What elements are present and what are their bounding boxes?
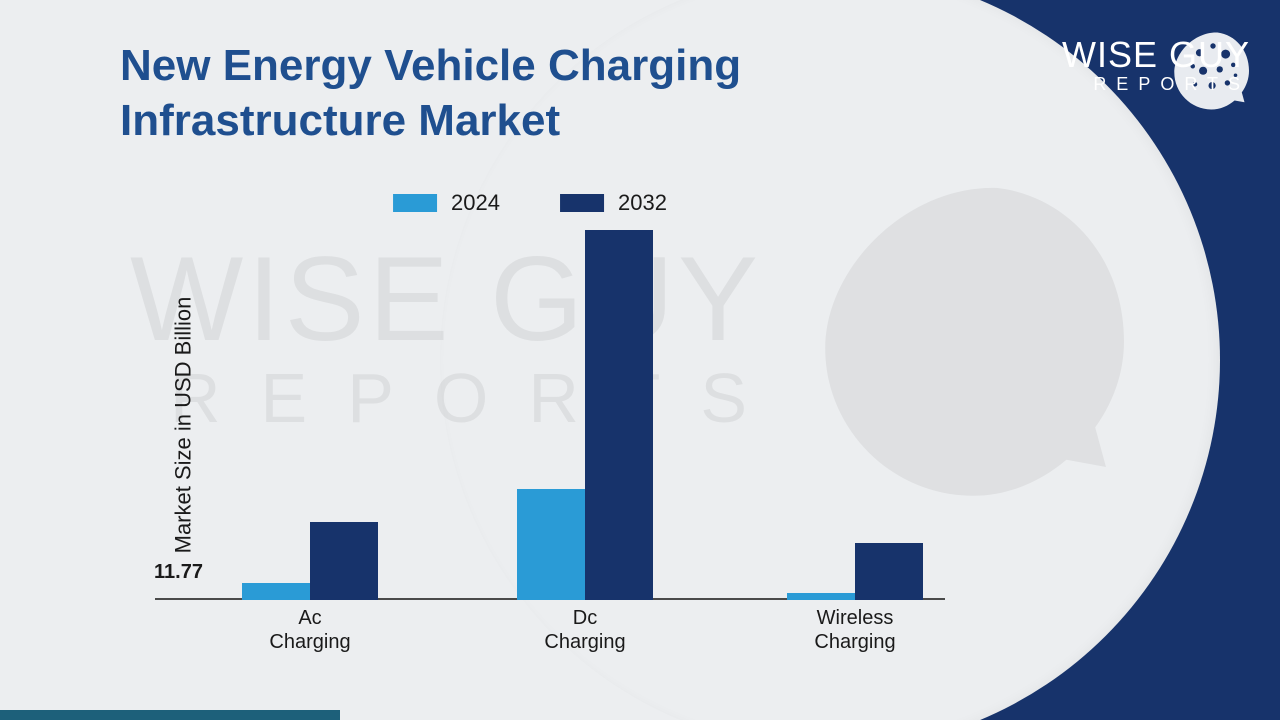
chart-title: New Energy Vehicle Charging Infrastructu… — [120, 38, 840, 148]
x-label-wireless: WirelessCharging — [775, 606, 935, 654]
bar-value-label-ac: 11.77 — [154, 561, 203, 584]
bar-dc-2024 — [517, 489, 585, 600]
bar-wireless-2032 — [855, 543, 923, 600]
bar-group-dc: DcCharging — [485, 230, 685, 600]
x-label-dc: DcCharging — [505, 606, 665, 654]
brand-logo: WISE GUY REPORTS — [1062, 34, 1250, 95]
legend-swatch-2032 — [560, 194, 604, 212]
legend-label-2032: 2032 — [618, 190, 667, 216]
bar-wireless-2024 — [787, 593, 855, 600]
legend-item-2024: 2024 — [393, 190, 500, 216]
bar-group-wireless: WirelessCharging — [755, 543, 955, 600]
bar-dc-2032 — [585, 230, 653, 600]
brand-line2: REPORTS — [1062, 74, 1250, 95]
plot-area: AcCharging11.77DcChargingWirelessChargin… — [155, 230, 945, 600]
bar-chart: Market Size in USD Billion 2024 2032 AcC… — [115, 190, 945, 660]
legend: 2024 2032 — [393, 190, 667, 216]
report-slide: WISE GUY REPORTS New Energy Vehicle Char… — [0, 0, 1280, 720]
legend-label-2024: 2024 — [451, 190, 500, 216]
footer-accent-bar — [0, 710, 340, 720]
bar-group-ac: AcCharging11.77 — [210, 522, 410, 600]
legend-swatch-2024 — [393, 194, 437, 212]
x-label-ac: AcCharging — [230, 606, 390, 654]
brand-line1: WISE GUY — [1062, 34, 1250, 76]
bar-ac-2032 — [310, 522, 378, 600]
bar-ac-2024 — [242, 583, 310, 600]
legend-item-2032: 2032 — [560, 190, 667, 216]
